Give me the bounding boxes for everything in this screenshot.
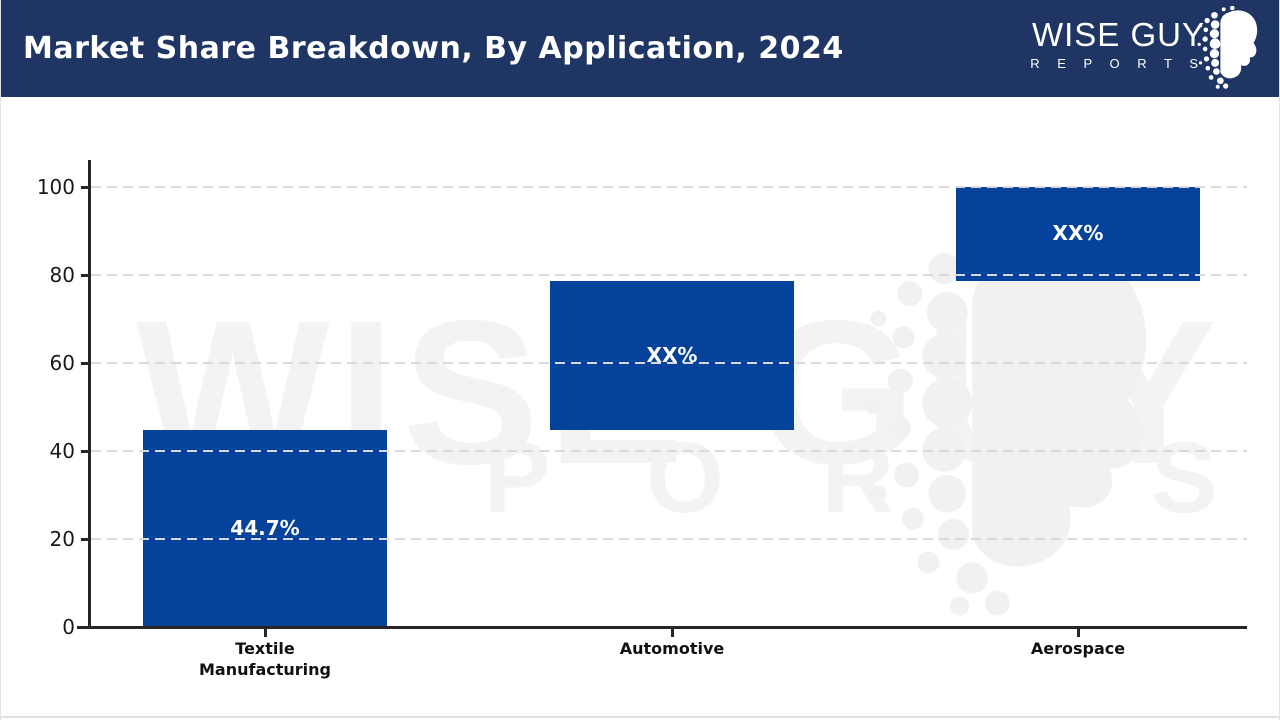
y-tick-label-80: 80 <box>49 263 75 287</box>
bar-textile-manufacturing <box>143 430 387 627</box>
category-label-line: Automotive <box>619 639 725 658</box>
x-tick-mark <box>670 628 674 637</box>
x-tick-mark <box>1076 628 1080 637</box>
y-tick-label-20: 20 <box>49 527 75 551</box>
y-tick-mark-0 <box>81 625 89 629</box>
category-label-aerospace: Aerospace <box>958 638 1198 659</box>
category-label-line: Textile <box>235 639 295 658</box>
bar-automotive <box>550 281 794 431</box>
gridline-40 <box>91 450 1247 452</box>
logo-text: WISE GUY R E P O R T S <box>1030 16 1205 71</box>
header-bar: Market Share Breakdown, By Application, … <box>1 0 1279 97</box>
y-tick-mark-80 <box>81 273 89 277</box>
bar-value-label: XX% <box>1052 221 1104 246</box>
gridline-60 <box>91 362 1247 364</box>
y-tick-label-100: 100 <box>36 175 75 199</box>
bar-aerospace <box>956 187 1200 282</box>
gridline-20 <box>91 538 1247 540</box>
wise-guy-reports-logo: WISE GUY R E P O R T S <box>1003 4 1273 94</box>
bar-value-label: 44.7% <box>230 515 300 540</box>
y-tick-mark-100 <box>81 185 89 189</box>
watermark-face-icon <box>864 223 1147 616</box>
gridline-100 <box>91 186 1247 188</box>
y-axis-line <box>88 160 91 629</box>
category-label-line: Aerospace <box>1030 639 1126 658</box>
gridline-80 <box>91 274 1247 276</box>
y-tick-label-0: 0 <box>62 615 75 639</box>
y-tick-mark-40 <box>81 449 89 453</box>
y-tick-label-60: 60 <box>49 351 75 375</box>
y-tick-mark-20 <box>81 537 89 541</box>
category-label-textile-manufacturing: Textile Manufacturing <box>145 638 385 680</box>
logo-subtitle: R E P O R T S <box>1030 55 1205 71</box>
chart-title: Market Share Breakdown, By Application, … <box>23 31 844 66</box>
y-tick-mark-60 <box>81 361 89 365</box>
y-tick-label-40: 40 <box>49 439 75 463</box>
category-label-automotive: Automotive <box>552 638 792 659</box>
x-axis-line <box>77 626 1247 629</box>
x-tick-mark <box>263 628 267 637</box>
category-label-line: Manufacturing <box>199 660 331 679</box>
logo-name: WISE GUY <box>1031 16 1205 53</box>
logo-face-icon <box>1197 6 1258 89</box>
bar-value-label: XX% <box>646 342 698 367</box>
plot-area: 44.7% XX% XX% 0 20 40 60 80 100 Textile Manufactur… <box>1 97 1279 720</box>
